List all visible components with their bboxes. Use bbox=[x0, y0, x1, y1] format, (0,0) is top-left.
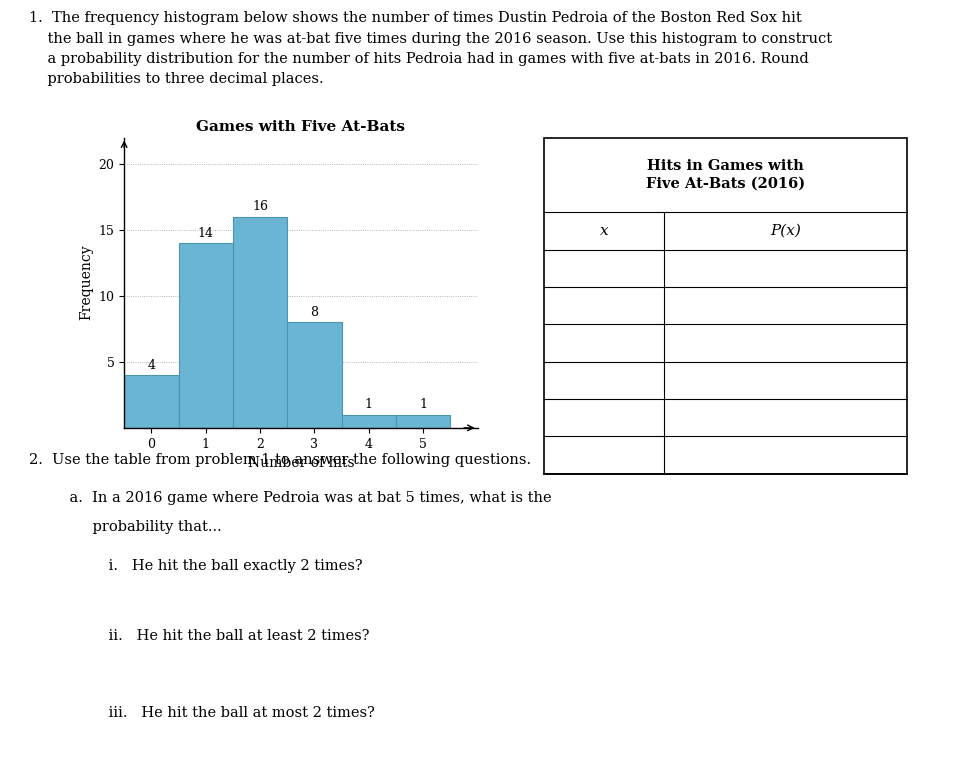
Bar bbox=[287, 322, 342, 428]
Text: ii.   He hit the ball at least 2 times?: ii. He hit the ball at least 2 times? bbox=[68, 630, 370, 643]
X-axis label: Number of hits: Number of hits bbox=[247, 456, 354, 470]
Bar bbox=[233, 217, 287, 428]
Text: 16: 16 bbox=[252, 200, 268, 213]
Text: 1.  The frequency histogram below shows the number of times Dustin Pedroia of th: 1. The frequency histogram below shows t… bbox=[29, 11, 832, 86]
Text: i.   He hit the ball exactly 2 times?: i. He hit the ball exactly 2 times? bbox=[68, 558, 363, 573]
Text: probability that...: probability that... bbox=[51, 520, 222, 534]
Text: 4: 4 bbox=[147, 359, 156, 372]
Text: a.  In a 2016 game where Pedroia was at bat 5 times, what is the: a. In a 2016 game where Pedroia was at b… bbox=[51, 491, 551, 505]
Text: P(x): P(x) bbox=[771, 224, 801, 238]
Text: 1: 1 bbox=[365, 398, 372, 411]
Bar bbox=[396, 415, 451, 428]
Text: iii.   He hit the ball at most 2 times?: iii. He hit the ball at most 2 times? bbox=[68, 706, 375, 720]
Bar bbox=[179, 243, 233, 428]
Text: 2.  Use the table from problem 1 to answer the following questions.: 2. Use the table from problem 1 to answe… bbox=[29, 453, 531, 467]
Bar bbox=[342, 415, 396, 428]
Text: Hits in Games with
Five At-Bats (2016): Hits in Games with Five At-Bats (2016) bbox=[647, 159, 805, 191]
Y-axis label: Frequency: Frequency bbox=[79, 245, 93, 320]
Title: Games with Five At-Bats: Games with Five At-Bats bbox=[197, 120, 405, 134]
Text: 14: 14 bbox=[198, 227, 214, 240]
Text: x: x bbox=[600, 224, 608, 238]
Bar bbox=[124, 375, 179, 428]
Text: 8: 8 bbox=[310, 306, 318, 319]
Text: 1: 1 bbox=[419, 398, 427, 411]
